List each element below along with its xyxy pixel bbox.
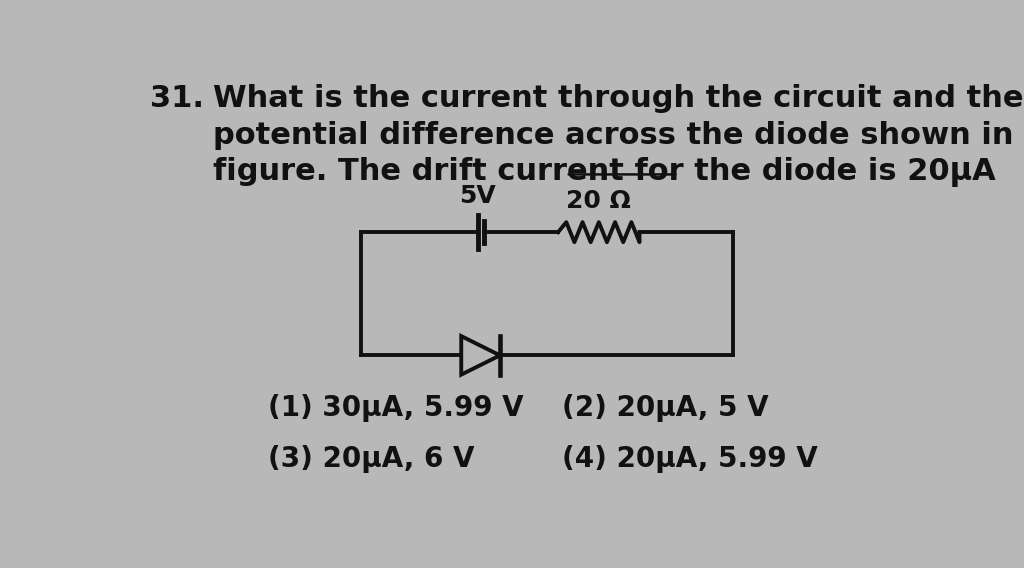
Text: figure. The drift current for the diode is 20μA: figure. The drift current for the diode … xyxy=(213,157,996,187)
Text: (1) 30μA, 5.99 V: (1) 30μA, 5.99 V xyxy=(267,394,523,422)
Text: 20 Ω: 20 Ω xyxy=(566,189,631,213)
Text: What is the current through the circuit and the: What is the current through the circuit … xyxy=(213,83,1024,112)
Text: (4) 20μA, 5.99 V: (4) 20μA, 5.99 V xyxy=(562,445,818,474)
Text: 31.: 31. xyxy=(150,83,204,112)
Text: (2) 20μA, 5 V: (2) 20μA, 5 V xyxy=(562,394,769,422)
Text: (3) 20μA, 6 V: (3) 20μA, 6 V xyxy=(267,445,474,474)
Text: potential difference across the diode shown in: potential difference across the diode sh… xyxy=(213,120,1014,149)
Text: 5V: 5V xyxy=(459,183,496,207)
